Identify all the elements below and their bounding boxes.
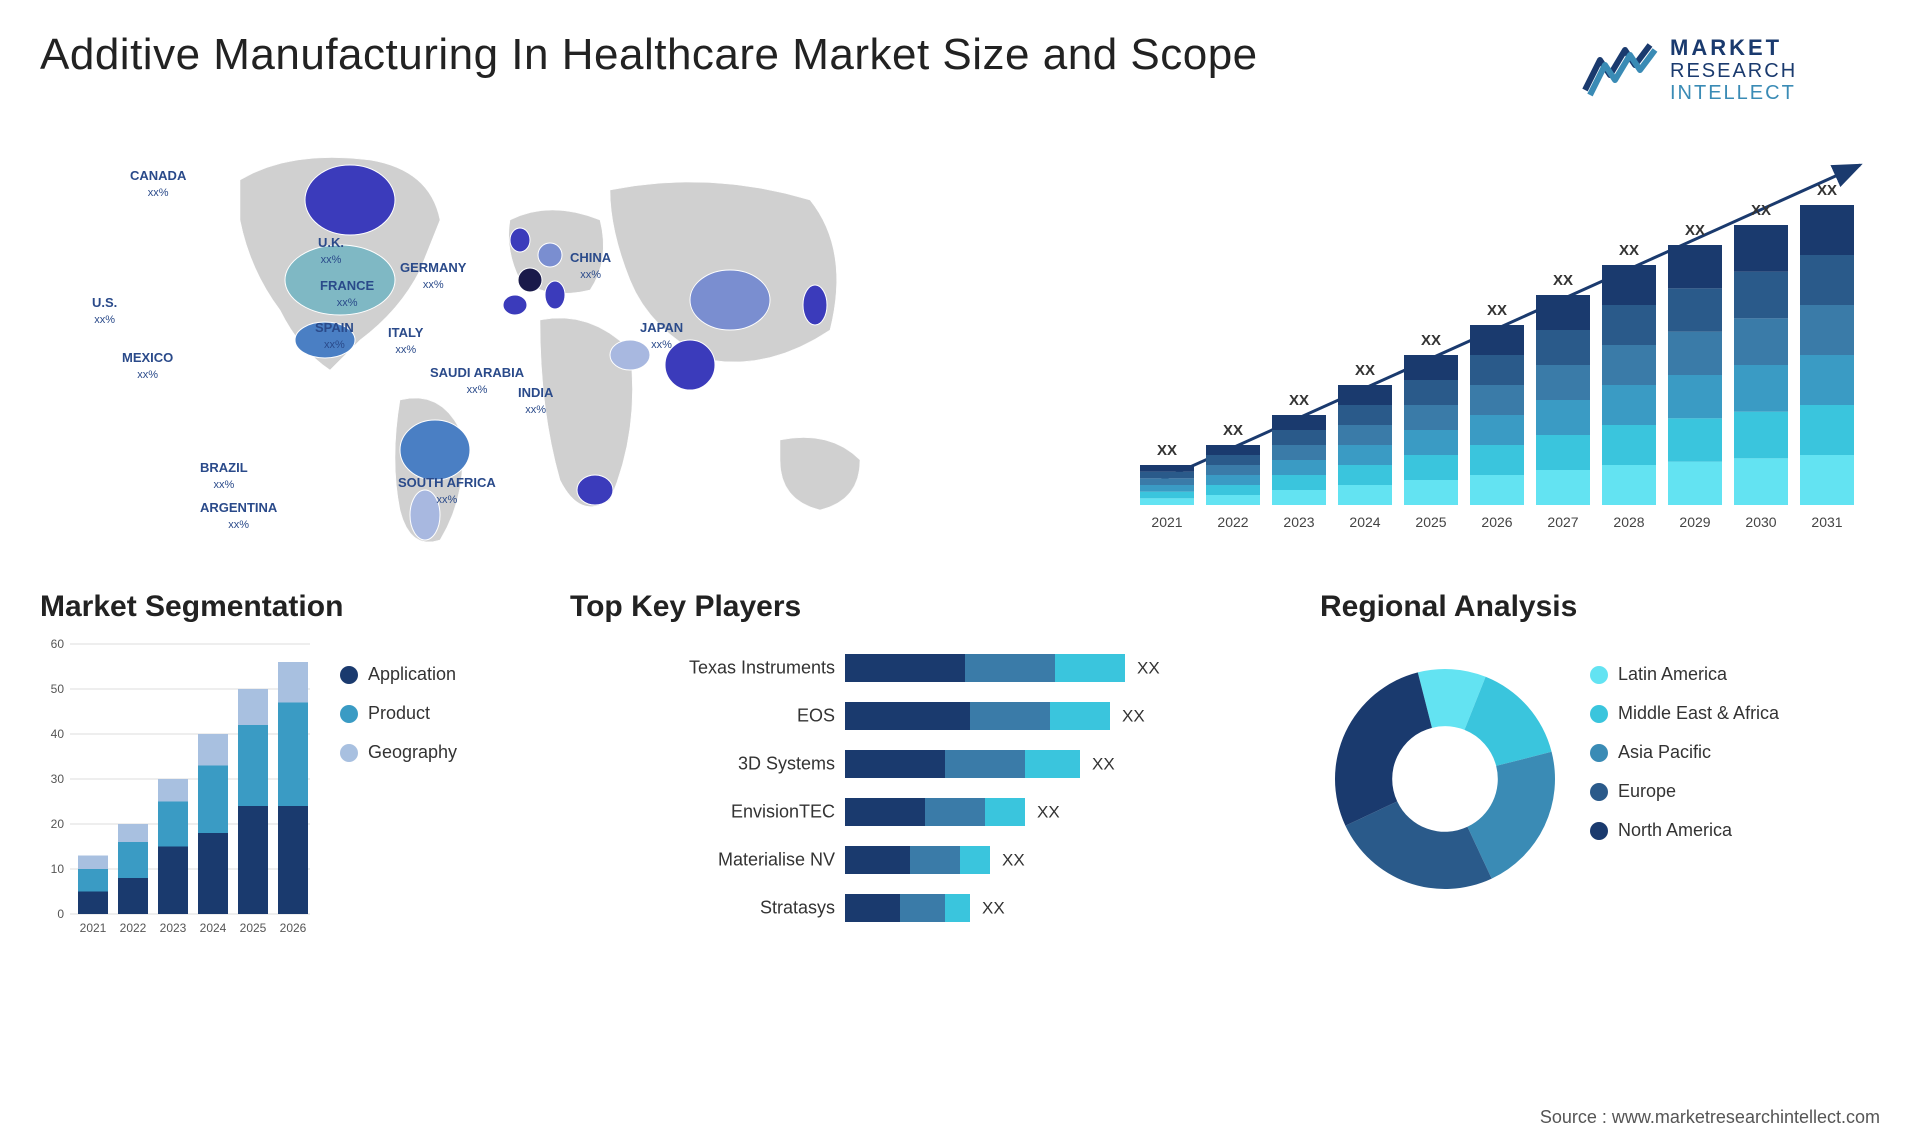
regional-panel: Regional Analysis Latin America Middle Ea… — [1320, 590, 1880, 970]
logo-mark-icon — [1580, 40, 1660, 100]
logo-text-line2: RESEARCH — [1670, 60, 1797, 82]
legend-item: Product — [340, 703, 457, 724]
svg-text:XX: XX — [1553, 272, 1573, 289]
svg-text:2030: 2030 — [1745, 514, 1776, 530]
map-country-label: FRANCExx% — [320, 278, 374, 310]
legend-item: Application — [340, 664, 457, 685]
map-country-label: JAPANxx% — [640, 320, 683, 352]
svg-text:3D Systems: 3D Systems — [738, 754, 835, 774]
svg-text:2022: 2022 — [120, 921, 147, 935]
map-country-label: CANADAxx% — [130, 168, 186, 200]
svg-text:XX: XX — [1751, 202, 1771, 219]
svg-text:XX: XX — [1223, 422, 1243, 439]
logo-text-line3: INTELLECT — [1670, 82, 1797, 104]
svg-text:XX: XX — [1421, 332, 1441, 349]
svg-text:2031: 2031 — [1811, 514, 1842, 530]
svg-text:0: 0 — [57, 907, 64, 921]
map-country-label: GERMANYxx% — [400, 260, 466, 292]
svg-text:2023: 2023 — [160, 921, 187, 935]
svg-text:20: 20 — [51, 817, 65, 831]
svg-text:30: 30 — [51, 772, 65, 786]
svg-text:XX: XX — [1619, 242, 1639, 259]
svg-text:XX: XX — [1092, 755, 1115, 774]
svg-text:XX: XX — [1817, 182, 1837, 199]
svg-text:2026: 2026 — [1481, 514, 1512, 530]
svg-text:XX: XX — [1137, 659, 1160, 678]
world-map — [40, 130, 1080, 560]
svg-text:XX: XX — [1122, 707, 1145, 726]
source-credit: Source : www.marketresearchintellect.com — [1540, 1107, 1880, 1128]
svg-text:60: 60 — [51, 637, 65, 651]
players-chart: Texas Instruments XX EOS XX 3D Systems XX Envi… — [570, 634, 1290, 944]
svg-text:2025: 2025 — [1415, 514, 1446, 530]
legend-item: Europe — [1590, 781, 1779, 802]
map-country-label: U.K.xx% — [318, 235, 344, 267]
svg-text:XX: XX — [1289, 392, 1309, 409]
svg-text:2025: 2025 — [240, 921, 267, 935]
logo-text-line1: MARKET — [1670, 36, 1797, 60]
map-country-label: ITALYxx% — [388, 325, 423, 357]
map-country-label: U.S.xx% — [92, 295, 117, 327]
map-country-label: BRAZILxx% — [200, 460, 248, 492]
svg-text:XX: XX — [1355, 362, 1375, 379]
svg-text:EnvisionTEC: EnvisionTEC — [731, 802, 835, 822]
segmentation-title: Market Segmentation — [40, 590, 540, 624]
svg-text:EOS: EOS — [797, 706, 835, 726]
legend-item: Middle East & Africa — [1590, 703, 1779, 724]
svg-text:2021: 2021 — [1151, 514, 1182, 530]
legend-item: Asia Pacific — [1590, 742, 1779, 763]
players-title: Top Key Players — [570, 590, 1290, 624]
map-country-label: CHINAxx% — [570, 250, 611, 282]
segmentation-legend: Application Product Geography — [340, 634, 457, 944]
players-panel: Top Key Players Texas Instruments XX EOS XX… — [570, 590, 1290, 970]
svg-text:Texas Instruments: Texas Instruments — [689, 658, 835, 678]
svg-text:50: 50 — [51, 682, 65, 696]
forecast-bar-chart: XX 2021 XX 2022 XX 2023 XX 2024 XX 2025 XX 2026 XX 20… — [1120, 130, 1880, 560]
svg-text:2022: 2022 — [1217, 514, 1248, 530]
regional-donut — [1320, 654, 1570, 904]
segmentation-chart: 0 10 20 30 40 50 60 2021 2022 2023 2024 2025 2026 — [40, 634, 320, 944]
map-country-label: MEXICOxx% — [122, 350, 173, 382]
map-country-label: SOUTH AFRICAxx% — [398, 475, 496, 507]
svg-text:XX: XX — [1037, 803, 1060, 822]
svg-text:2028: 2028 — [1613, 514, 1644, 530]
svg-text:XX: XX — [1157, 442, 1177, 459]
regional-title: Regional Analysis — [1320, 590, 1880, 624]
svg-text:2021: 2021 — [80, 921, 107, 935]
forecast-chart-panel: XX 2021 XX 2022 XX 2023 XX 2024 XX 2025 XX 2026 XX 20… — [1120, 130, 1880, 560]
map-country-label: SAUDI ARABIAxx% — [430, 365, 524, 397]
map-country-label: INDIAxx% — [518, 385, 553, 417]
svg-text:Stratasys: Stratasys — [760, 898, 835, 918]
svg-text:10: 10 — [51, 862, 65, 876]
legend-item: North America — [1590, 820, 1779, 841]
world-map-panel: CANADAxx% U.S.xx%MEXICOxx% BRAZILxx% ARGENT… — [40, 130, 1080, 560]
svg-text:2023: 2023 — [1283, 514, 1314, 530]
svg-text:XX: XX — [1685, 222, 1705, 239]
svg-text:2027: 2027 — [1547, 514, 1578, 530]
legend-item: Geography — [340, 742, 457, 763]
regional-legend: Latin America Middle East & Africa Asia Pa… — [1590, 634, 1779, 904]
svg-text:2029: 2029 — [1679, 514, 1710, 530]
svg-text:Materialise NV: Materialise NV — [718, 850, 835, 870]
legend-item: Latin America — [1590, 664, 1779, 685]
svg-text:2026: 2026 — [280, 921, 307, 935]
svg-text:XX: XX — [982, 899, 1005, 918]
svg-text:40: 40 — [51, 727, 65, 741]
map-country-label: ARGENTINAxx% — [200, 500, 277, 532]
svg-text:2024: 2024 — [1349, 514, 1380, 530]
brand-logo: MARKET RESEARCH INTELLECT — [1580, 30, 1880, 110]
map-country-label: SPAINxx% — [315, 320, 354, 352]
svg-text:XX: XX — [1002, 851, 1025, 870]
page-title: Additive Manufacturing In Healthcare Mar… — [40, 30, 1258, 80]
svg-text:2024: 2024 — [200, 921, 227, 935]
segmentation-panel: Market Segmentation 0 10 20 30 40 50 60 2021 202… — [40, 590, 540, 970]
svg-text:XX: XX — [1487, 302, 1507, 319]
